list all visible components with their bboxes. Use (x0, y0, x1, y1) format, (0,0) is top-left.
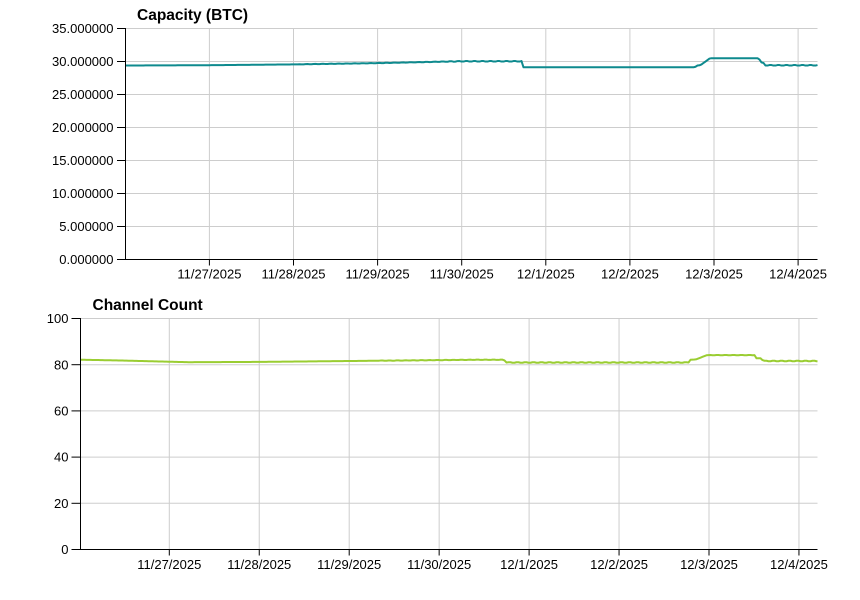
svg-text:11/28/2025: 11/28/2025 (227, 557, 291, 572)
svg-text:12/4/2025: 12/4/2025 (769, 266, 827, 281)
svg-text:11/29/2025: 11/29/2025 (317, 557, 381, 572)
svg-text:12/3/2025: 12/3/2025 (685, 266, 743, 281)
svg-text:20: 20 (54, 496, 68, 511)
svg-text:80: 80 (54, 357, 68, 372)
svg-text:11/27/2025: 11/27/2025 (137, 557, 201, 572)
svg-text:11/30/2025: 11/30/2025 (430, 266, 494, 281)
svg-text:15.000000: 15.000000 (52, 153, 113, 168)
svg-text:11/27/2025: 11/27/2025 (177, 266, 241, 281)
svg-text:12/4/2025: 12/4/2025 (770, 557, 828, 572)
svg-text:12/1/2025: 12/1/2025 (517, 266, 575, 281)
svg-text:Capacity (BTC): Capacity (BTC) (137, 7, 248, 24)
svg-text:11/29/2025: 11/29/2025 (346, 266, 410, 281)
svg-text:0.000000: 0.000000 (59, 252, 113, 267)
svg-text:60: 60 (54, 404, 68, 419)
svg-text:40: 40 (54, 450, 68, 465)
svg-text:20.000000: 20.000000 (52, 120, 113, 135)
svg-text:12/2/2025: 12/2/2025 (590, 557, 648, 572)
svg-text:12/1/2025: 12/1/2025 (500, 557, 558, 572)
svg-text:5.000000: 5.000000 (59, 219, 113, 234)
svg-text:25.000000: 25.000000 (52, 87, 113, 102)
svg-text:100: 100 (47, 311, 69, 326)
svg-text:35.000000: 35.000000 (52, 21, 113, 36)
svg-text:11/28/2025: 11/28/2025 (261, 266, 325, 281)
svg-text:30.000000: 30.000000 (52, 54, 113, 69)
svg-text:Channel Count: Channel Count (93, 297, 203, 314)
svg-text:11/30/2025: 11/30/2025 (407, 557, 471, 572)
svg-text:12/2/2025: 12/2/2025 (601, 266, 659, 281)
svg-text:12/3/2025: 12/3/2025 (680, 557, 738, 572)
svg-text:10.000000: 10.000000 (52, 186, 113, 201)
svg-text:0: 0 (61, 542, 68, 557)
